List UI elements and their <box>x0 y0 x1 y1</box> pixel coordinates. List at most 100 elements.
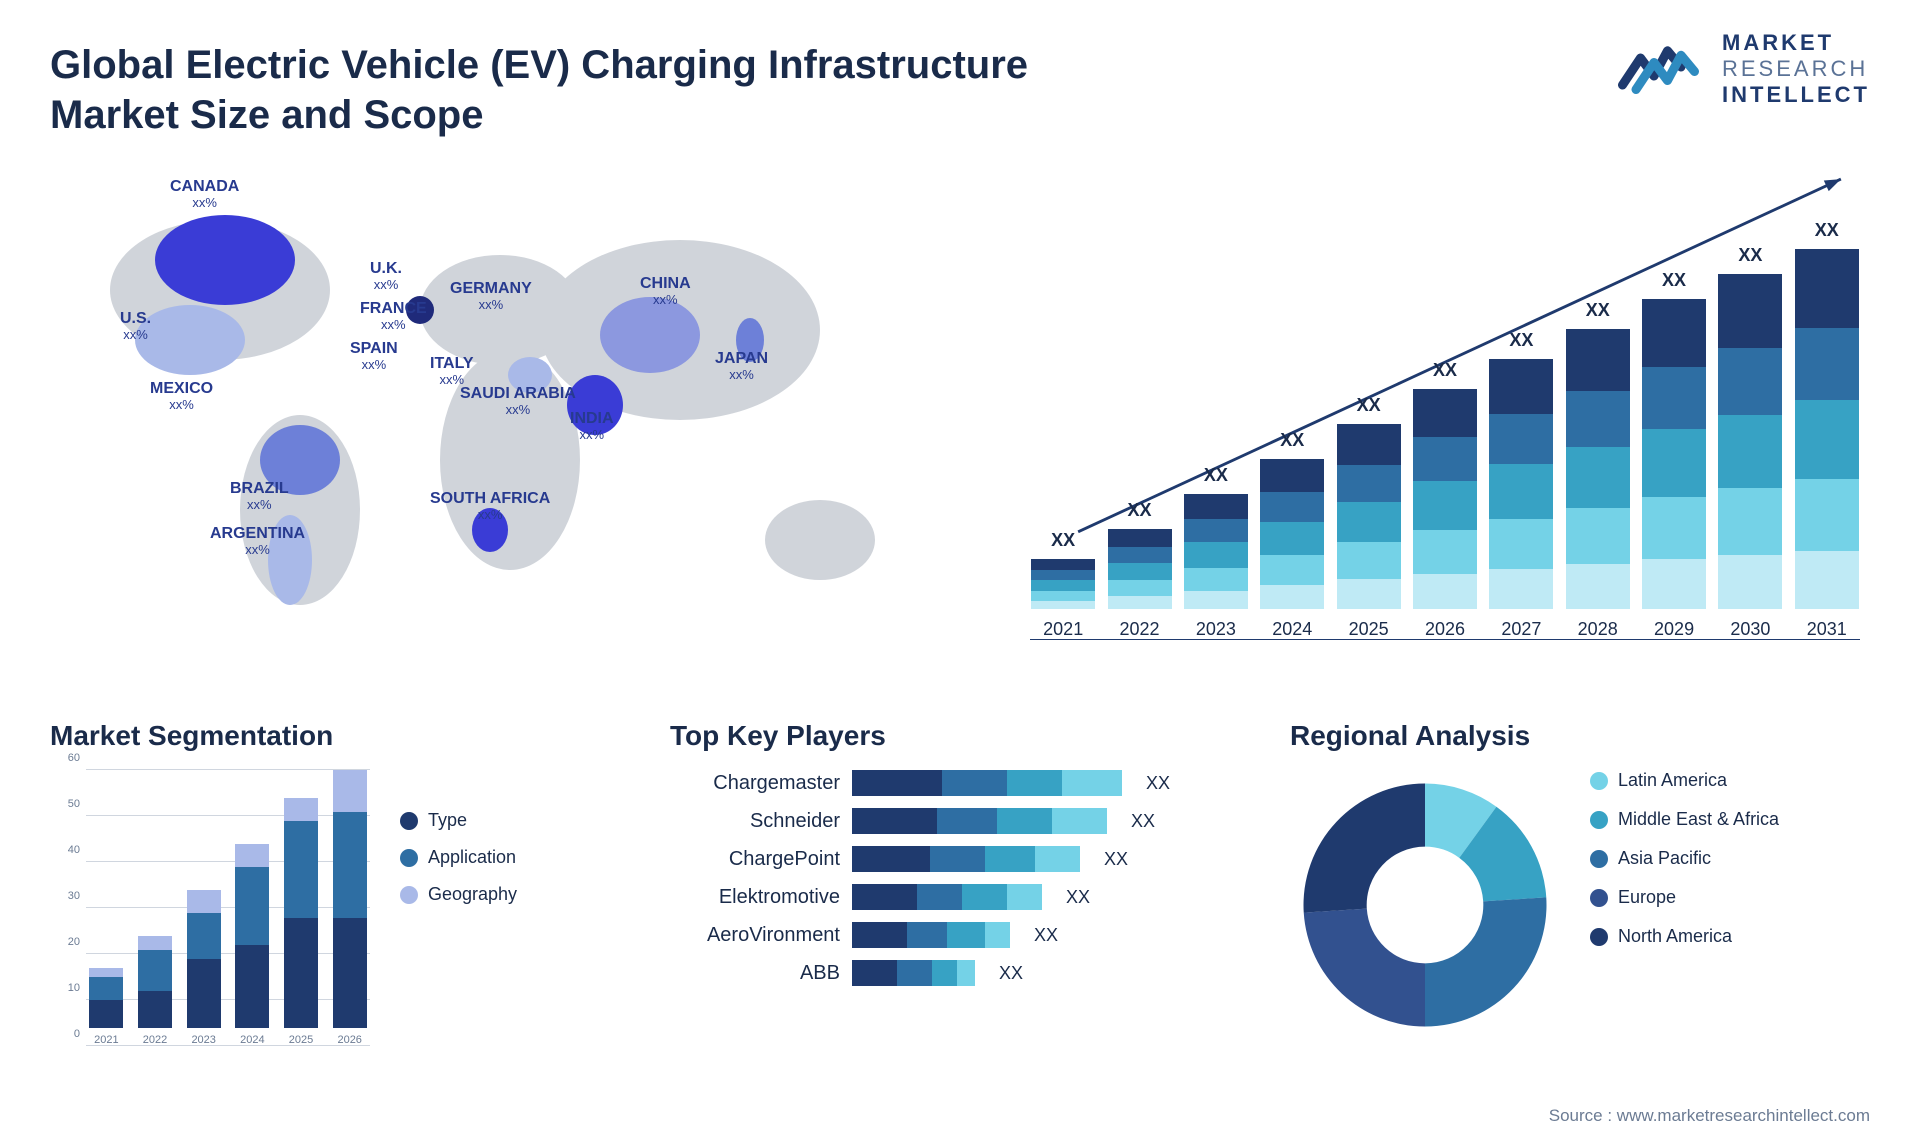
map-label: BRAZILxx% <box>230 480 289 512</box>
map-region <box>600 297 700 373</box>
brand-line-1: MARKET <box>1722 30 1870 56</box>
map-label: U.S.xx% <box>120 310 151 342</box>
bar-segment <box>1489 414 1553 464</box>
seg-bar-column: 2021 <box>86 968 127 1046</box>
keyplayer-name: Schneider <box>670 810 840 833</box>
seg-bar-stack <box>138 936 172 1028</box>
bar-value-label: XX <box>1586 300 1610 321</box>
legend-label: Europe <box>1618 887 1676 908</box>
bar-segment <box>1337 579 1401 609</box>
keyplayer-bar <box>852 884 1042 910</box>
seg-bar-segment <box>235 945 269 1028</box>
keyplayer-bar-segment <box>897 960 932 986</box>
bar-year-label: 2025 <box>1349 619 1389 640</box>
bar-value-label: XX <box>1051 530 1075 551</box>
seg-bar-segment <box>333 770 367 811</box>
bar-segment <box>1489 519 1553 569</box>
keyplayer-bar-segment <box>1007 884 1042 910</box>
bar-segment <box>1566 447 1630 509</box>
legend-dot-icon <box>1590 889 1608 907</box>
keyplayer-bar-segment <box>917 884 962 910</box>
keyplayer-value: XX <box>1104 849 1128 870</box>
y-tick-label: 60 <box>50 752 80 764</box>
keyplayer-name: Elektromotive <box>670 886 840 909</box>
keyplayer-row: SchneiderXX <box>670 808 1250 834</box>
bar-segment <box>1718 415 1782 489</box>
bar-stack <box>1413 389 1477 609</box>
bar-segment <box>1413 481 1477 529</box>
bar-segment <box>1642 559 1706 609</box>
seg-bar-segment <box>89 1000 123 1028</box>
seg-bar-segment <box>235 844 269 867</box>
legend-dot-icon <box>400 812 418 830</box>
bar-column: XX2024 <box>1259 430 1325 640</box>
keyplayer-bar-segment <box>852 846 930 872</box>
bar-stack <box>1337 424 1401 609</box>
seg-bar-segment <box>187 890 221 913</box>
y-tick-label: 20 <box>50 936 80 948</box>
keyplayer-bar-segment <box>1062 770 1122 796</box>
keyplayer-bar-segment <box>932 960 957 986</box>
bar-value-label: XX <box>1128 500 1152 521</box>
bar-segment <box>1489 359 1553 414</box>
bar-year-label: 2027 <box>1501 619 1541 640</box>
bar-stack <box>1718 274 1782 609</box>
y-tick-label: 50 <box>50 798 80 810</box>
seg-bar-segment <box>89 977 123 1000</box>
bar-segment <box>1489 569 1553 609</box>
bar-segment <box>1260 585 1324 609</box>
legend-label: Asia Pacific <box>1618 848 1711 869</box>
map-label: SOUTH AFRICAxx% <box>430 490 550 522</box>
seg-bar-segment <box>89 968 123 977</box>
bar-segment <box>1031 591 1095 601</box>
y-tick-label: 40 <box>50 844 80 856</box>
seg-x-label: 2022 <box>143 1034 167 1046</box>
bar-column: XX2030 <box>1717 245 1783 640</box>
bar-stack <box>1260 459 1324 609</box>
keyplayer-bar-segment <box>985 846 1035 872</box>
seg-bar-segment <box>284 798 318 821</box>
keyplayer-bar-segment <box>907 922 947 948</box>
keyplayer-row: Chargemaster XX <box>670 770 1250 796</box>
bar-segment <box>1718 555 1782 609</box>
legend-label: Type <box>428 810 467 831</box>
bar-year-label: 2029 <box>1654 619 1694 640</box>
map-region <box>765 500 875 580</box>
keyplayer-bar-segment <box>852 922 907 948</box>
keyplayer-bar-segment <box>942 770 1007 796</box>
map-label: MEXICOxx% <box>150 380 213 412</box>
brand-line-2: RESEARCH <box>1722 56 1870 82</box>
bar-stack <box>1031 559 1095 609</box>
keyplayer-name: ABB <box>670 962 840 985</box>
brand-line-3: INTELLECT <box>1722 82 1870 108</box>
map-shapes <box>50 160 980 680</box>
keyplayer-name: Chargemaster <box>670 772 840 795</box>
bar-segment <box>1108 580 1172 596</box>
keyplayer-bar <box>852 960 975 986</box>
seg-bar-segment <box>333 812 367 918</box>
legend-label: Middle East & Africa <box>1618 809 1779 830</box>
bar-year-label: 2024 <box>1272 619 1312 640</box>
seg-bar-stack <box>89 968 123 1028</box>
keyplayer-bar-segment <box>957 960 975 986</box>
bar-segment <box>1795 328 1859 400</box>
bar-value-label: XX <box>1662 270 1686 291</box>
legend-item: Europe <box>1590 887 1779 908</box>
keyplayer-bar-segment <box>852 808 937 834</box>
seg-x-label: 2026 <box>337 1034 361 1046</box>
regional-legend: Latin AmericaMiddle East & AfricaAsia Pa… <box>1590 770 1779 947</box>
bar-column: XX2021 <box>1030 530 1096 640</box>
bar-column: XX2023 <box>1183 465 1249 640</box>
bar-segment <box>1413 574 1477 609</box>
keyplayer-name: AeroVironment <box>670 924 840 947</box>
keyplayer-bar-segment <box>1007 770 1062 796</box>
bar-segment <box>1031 570 1095 580</box>
seg-bar-column: 2024 <box>232 844 273 1046</box>
bar-segment <box>1489 464 1553 519</box>
bar-segment <box>1718 488 1782 555</box>
bar-segment <box>1184 494 1248 519</box>
keyplayers-title: Top Key Players <box>670 720 1250 752</box>
keyplayer-value: XX <box>1146 773 1170 794</box>
donut-slice <box>1304 909 1425 1027</box>
seg-bar-segment <box>333 918 367 1028</box>
